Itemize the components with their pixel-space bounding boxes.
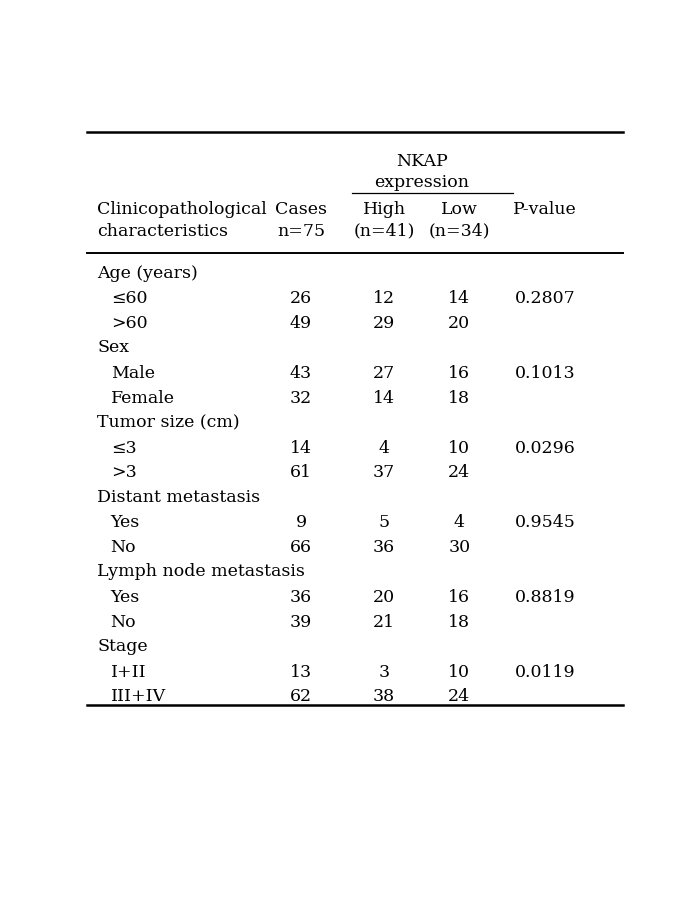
Text: 39: 39 [290, 613, 312, 630]
Text: 14: 14 [290, 440, 312, 457]
Text: >60: >60 [111, 315, 147, 332]
Text: 13: 13 [290, 664, 312, 681]
Text: 0.0119: 0.0119 [515, 664, 575, 681]
Text: 0.8819: 0.8819 [515, 589, 575, 606]
Text: ≤60: ≤60 [111, 290, 147, 307]
Text: 5: 5 [379, 515, 390, 532]
Text: 14: 14 [373, 390, 395, 407]
Text: 21: 21 [373, 613, 395, 630]
Text: Lymph node metastasis: Lymph node metastasis [97, 563, 305, 580]
Text: 10: 10 [448, 440, 471, 457]
Text: 66: 66 [290, 539, 312, 556]
Text: 16: 16 [448, 365, 471, 382]
Text: 18: 18 [448, 390, 471, 407]
Text: 0.0296: 0.0296 [515, 440, 576, 457]
Text: Tumor size (cm): Tumor size (cm) [97, 414, 240, 431]
Text: I+II: I+II [111, 664, 146, 681]
Text: 4: 4 [379, 440, 390, 457]
Text: Female: Female [111, 390, 174, 407]
Text: 10: 10 [448, 664, 471, 681]
Text: Yes: Yes [111, 515, 140, 532]
Text: Clinicopathological
characteristics: Clinicopathological characteristics [97, 201, 267, 240]
Text: 12: 12 [373, 290, 395, 307]
Text: ≤3: ≤3 [111, 440, 136, 457]
Text: 0.2807: 0.2807 [515, 290, 576, 307]
Text: 43: 43 [290, 365, 312, 382]
Text: 27: 27 [373, 365, 395, 382]
Text: 0.9545: 0.9545 [515, 515, 576, 532]
Text: 20: 20 [448, 315, 471, 332]
Text: 4: 4 [454, 515, 465, 532]
Text: 20: 20 [373, 589, 395, 606]
Text: Stage: Stage [97, 638, 148, 656]
Text: 36: 36 [290, 589, 312, 606]
Text: 62: 62 [290, 688, 312, 705]
Text: High
(n=41): High (n=41) [354, 201, 415, 240]
Text: NKAP
expression: NKAP expression [374, 153, 469, 191]
Text: Male: Male [111, 365, 154, 382]
Text: 9: 9 [295, 515, 307, 532]
Text: 24: 24 [448, 464, 471, 481]
Text: 29: 29 [373, 315, 395, 332]
Text: 30: 30 [448, 539, 471, 556]
Text: >3: >3 [111, 464, 136, 481]
Text: P-value: P-value [513, 201, 577, 218]
Text: Age (years): Age (years) [97, 265, 198, 282]
Text: Sex: Sex [97, 339, 129, 357]
Text: 18: 18 [448, 613, 471, 630]
Text: 32: 32 [290, 390, 312, 407]
Text: No: No [111, 539, 136, 556]
Text: Cases
n=75: Cases n=75 [275, 201, 327, 240]
Text: 0.1013: 0.1013 [515, 365, 575, 382]
Text: No: No [111, 613, 136, 630]
Text: 37: 37 [373, 464, 395, 481]
Text: 26: 26 [290, 290, 312, 307]
Text: 16: 16 [448, 589, 471, 606]
Text: III+IV: III+IV [111, 688, 166, 705]
Text: 61: 61 [290, 464, 312, 481]
Text: Low
(n=34): Low (n=34) [428, 201, 490, 240]
Text: Distant metastasis: Distant metastasis [97, 489, 260, 506]
Text: 36: 36 [373, 539, 395, 556]
Text: 14: 14 [448, 290, 471, 307]
Text: 38: 38 [373, 688, 395, 705]
Text: Yes: Yes [111, 589, 140, 606]
Text: 3: 3 [379, 664, 390, 681]
Text: 24: 24 [448, 688, 471, 705]
Text: 49: 49 [290, 315, 312, 332]
